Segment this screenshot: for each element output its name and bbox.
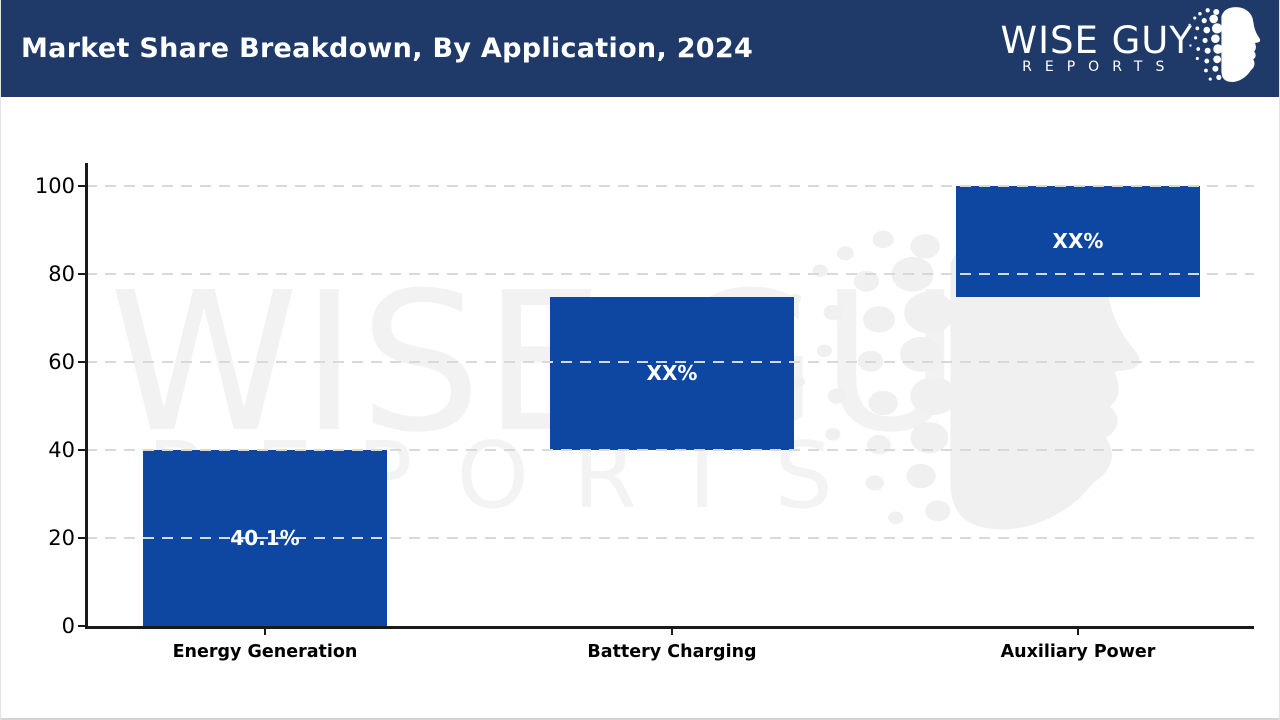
bar-auxiliary-power [956,186,1200,297]
y-tick-label-100: 100 [34,174,75,198]
y-tick-label-20: 20 [48,526,75,550]
gridline-100 [86,185,1254,187]
wise-guy-reports-logo: WISE GUY REPORTS [1001,6,1267,92]
gridline-80 [86,273,1254,275]
bar-battery-charging [550,296,794,450]
logo-head-icon [1181,6,1267,92]
page-title: Market Share Breakdown, By Application, … [21,33,754,64]
gridline-20 [86,537,1254,539]
y-tick-80 [78,273,86,275]
bar-value-label-energy-generation: 40.1% [230,525,300,550]
y-tick-20 [78,537,86,539]
x-tick-auxiliary-power [1077,627,1079,635]
y-tick-40 [78,449,86,451]
header-bar: Market Share Breakdown, By Application, … [1,0,1279,97]
x-axis-label-auxiliary-power: Auxiliary Power [1000,642,1156,662]
bottom-border [1,718,1279,720]
logo-text: WISE GUY REPORTS [1000,19,1193,75]
y-tick-60 [78,361,86,363]
x-axis-label-battery-charging: Battery Charging [587,642,757,662]
bar-value-label-auxiliary-power: XX% [1052,229,1104,254]
x-tick-battery-charging [671,627,673,635]
logo-subtext: REPORTS [1022,58,1178,75]
bar-value-label-battery-charging: XX% [646,361,698,386]
y-tick-100 [78,185,86,187]
y-tick-label-80: 80 [48,262,75,286]
x-axis-line [85,626,1254,629]
gridline-60 [86,361,1254,363]
x-axis-label-energy-generation: Energy Generation [172,642,358,662]
y-tick-label-60: 60 [48,350,75,374]
y-tick-0 [78,625,86,627]
y-tick-label-0: 0 [61,614,75,638]
y-tick-label-40: 40 [48,438,75,462]
x-tick-energy-generation [264,627,266,635]
y-axis-line [85,163,88,629]
gridline-40 [86,449,1254,451]
logo-wordmark: WISE GUY [1000,19,1193,63]
